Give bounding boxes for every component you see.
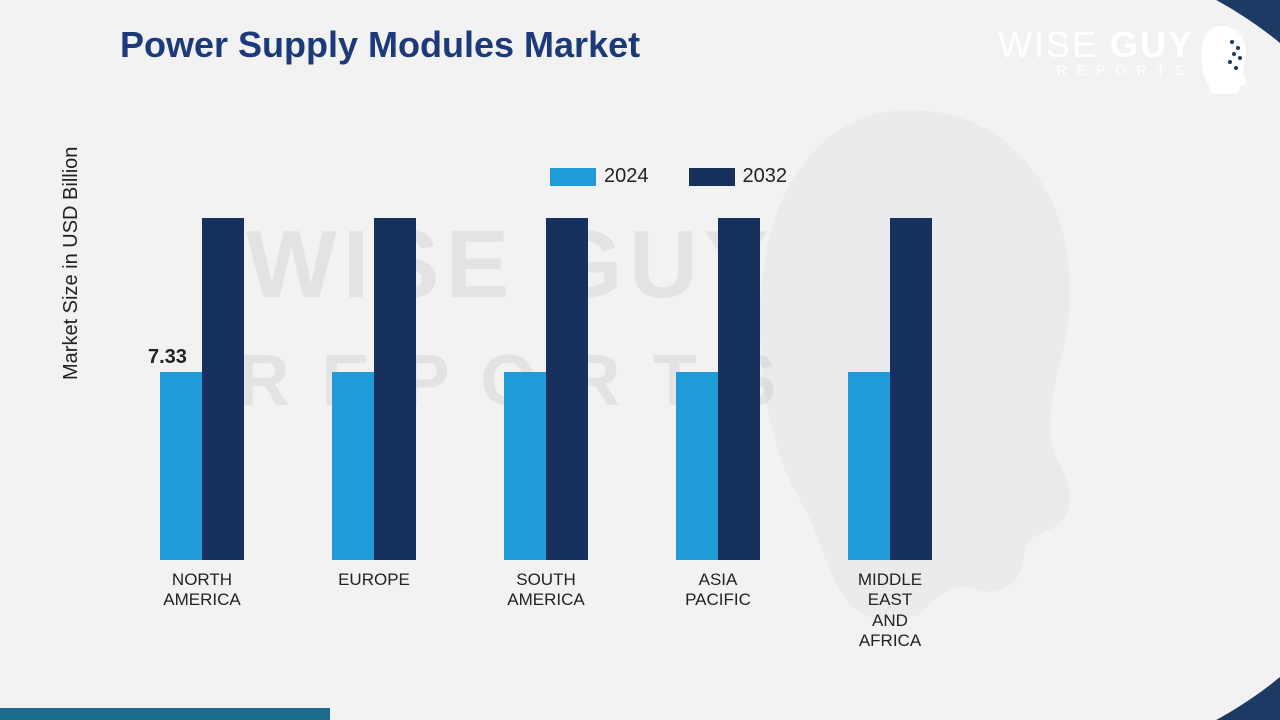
legend-item-2024: 2024 xyxy=(550,165,649,188)
bar xyxy=(332,372,374,560)
bottom-accent-bar xyxy=(0,708,330,720)
bar-group xyxy=(332,218,416,560)
page: WISE GUY R E P O R T S Power Supply Modu… xyxy=(0,0,1280,720)
legend-swatch-2032 xyxy=(689,168,735,186)
legend-swatch-2024 xyxy=(550,168,596,186)
bar-group xyxy=(504,218,588,560)
brand-word-2: GUY xyxy=(1110,24,1194,65)
category-label: ASIAPACIFIC xyxy=(663,570,773,611)
bar xyxy=(546,218,588,560)
bar-group xyxy=(676,218,760,560)
category-label: SOUTHAMERICA xyxy=(491,570,601,611)
legend-label-2024: 2024 xyxy=(604,165,649,188)
bar xyxy=(374,218,416,560)
chart-area: NORTHAMERICA EUROPE SOUTHAMERICA ASIAPACIFI… xyxy=(100,200,920,620)
bar-group xyxy=(160,218,244,560)
bar xyxy=(890,218,932,560)
bar xyxy=(848,372,890,560)
category-label: EUROPE xyxy=(319,570,429,590)
y-axis-label: Market Size in USD Billion xyxy=(60,147,83,380)
brand-head-icon xyxy=(1192,24,1252,94)
bar xyxy=(202,218,244,560)
bar-group xyxy=(848,218,932,560)
legend: 2024 2032 xyxy=(550,165,787,188)
bar xyxy=(676,372,718,560)
category-label: MIDDLEEASTANDAFRICA xyxy=(835,570,945,652)
bar xyxy=(504,372,546,560)
bar xyxy=(160,372,202,560)
legend-item-2032: 2032 xyxy=(689,165,788,188)
brand-word-1: WISE xyxy=(998,24,1098,65)
plot-area: NORTHAMERICAEUROPESOUTHAMERICAASIAPACIFI… xyxy=(140,200,920,562)
chart-title: Power Supply Modules Market xyxy=(120,24,640,66)
legend-label-2032: 2032 xyxy=(743,165,788,188)
brand-logo: WISE GUY REPORTS xyxy=(998,24,1250,78)
category-label: NORTHAMERICA xyxy=(147,570,257,611)
bar xyxy=(718,218,760,560)
